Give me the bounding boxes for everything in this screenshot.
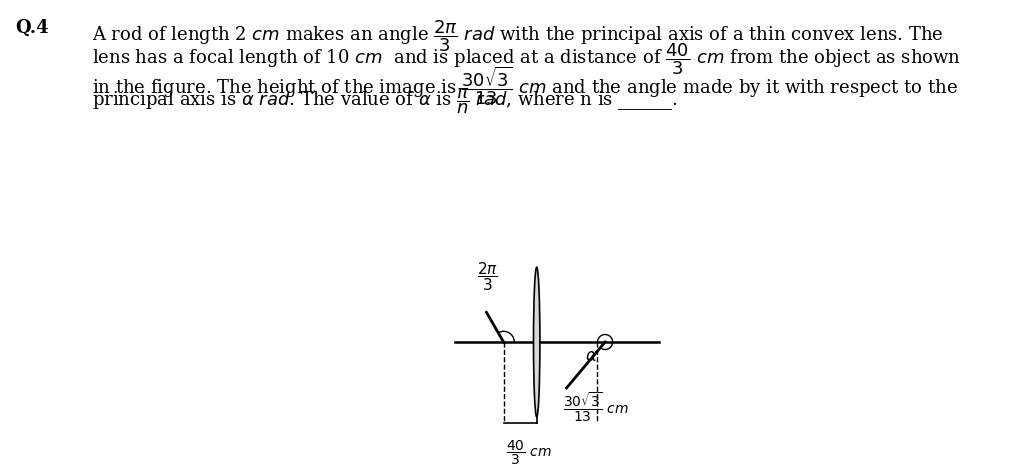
Text: $\alpha$: $\alpha$	[585, 349, 598, 365]
Text: principal axis is $\alpha$ $rad$. The value of $\alpha$ is $\dfrac{\pi}{n}$ $rad: principal axis is $\alpha$ $rad$. The va…	[92, 86, 678, 116]
Text: $\dfrac{40}{3}$ $cm$: $\dfrac{40}{3}$ $cm$	[506, 438, 552, 466]
Text: Q.4: Q.4	[15, 19, 49, 37]
Ellipse shape	[534, 267, 540, 417]
Text: A rod of length 2 $cm$ makes an angle $\dfrac{2\pi}{3}$ $rad$ with the principal: A rod of length 2 $cm$ makes an angle $\…	[92, 19, 944, 54]
Text: $\dfrac{2\pi}{3}$: $\dfrac{2\pi}{3}$	[477, 260, 498, 293]
Text: lens has a focal length of 10 $cm$  and is placed at a distance of $\dfrac{40}{3: lens has a focal length of 10 $cm$ and i…	[92, 41, 962, 77]
Text: in the figure. The height of the image is $\dfrac{30\sqrt{3}}{13}$ $cm$ and the : in the figure. The height of the image i…	[92, 64, 958, 106]
Text: $\dfrac{30\sqrt{3}}{13}$ $cm$: $\dfrac{30\sqrt{3}}{13}$ $cm$	[563, 391, 630, 424]
